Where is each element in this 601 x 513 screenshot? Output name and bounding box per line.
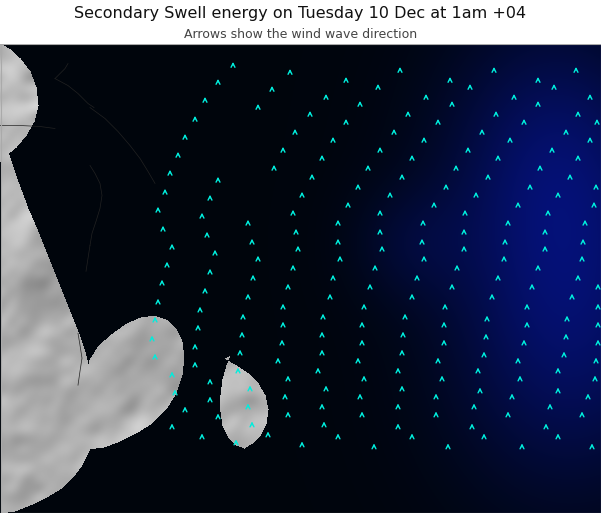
Text: Secondary Swell energy on Tuesday 10 Dec at 1am +04: Secondary Swell energy on Tuesday 10 Dec…	[75, 6, 526, 21]
Text: Arrows show the wind wave direction: Arrows show the wind wave direction	[184, 28, 417, 41]
